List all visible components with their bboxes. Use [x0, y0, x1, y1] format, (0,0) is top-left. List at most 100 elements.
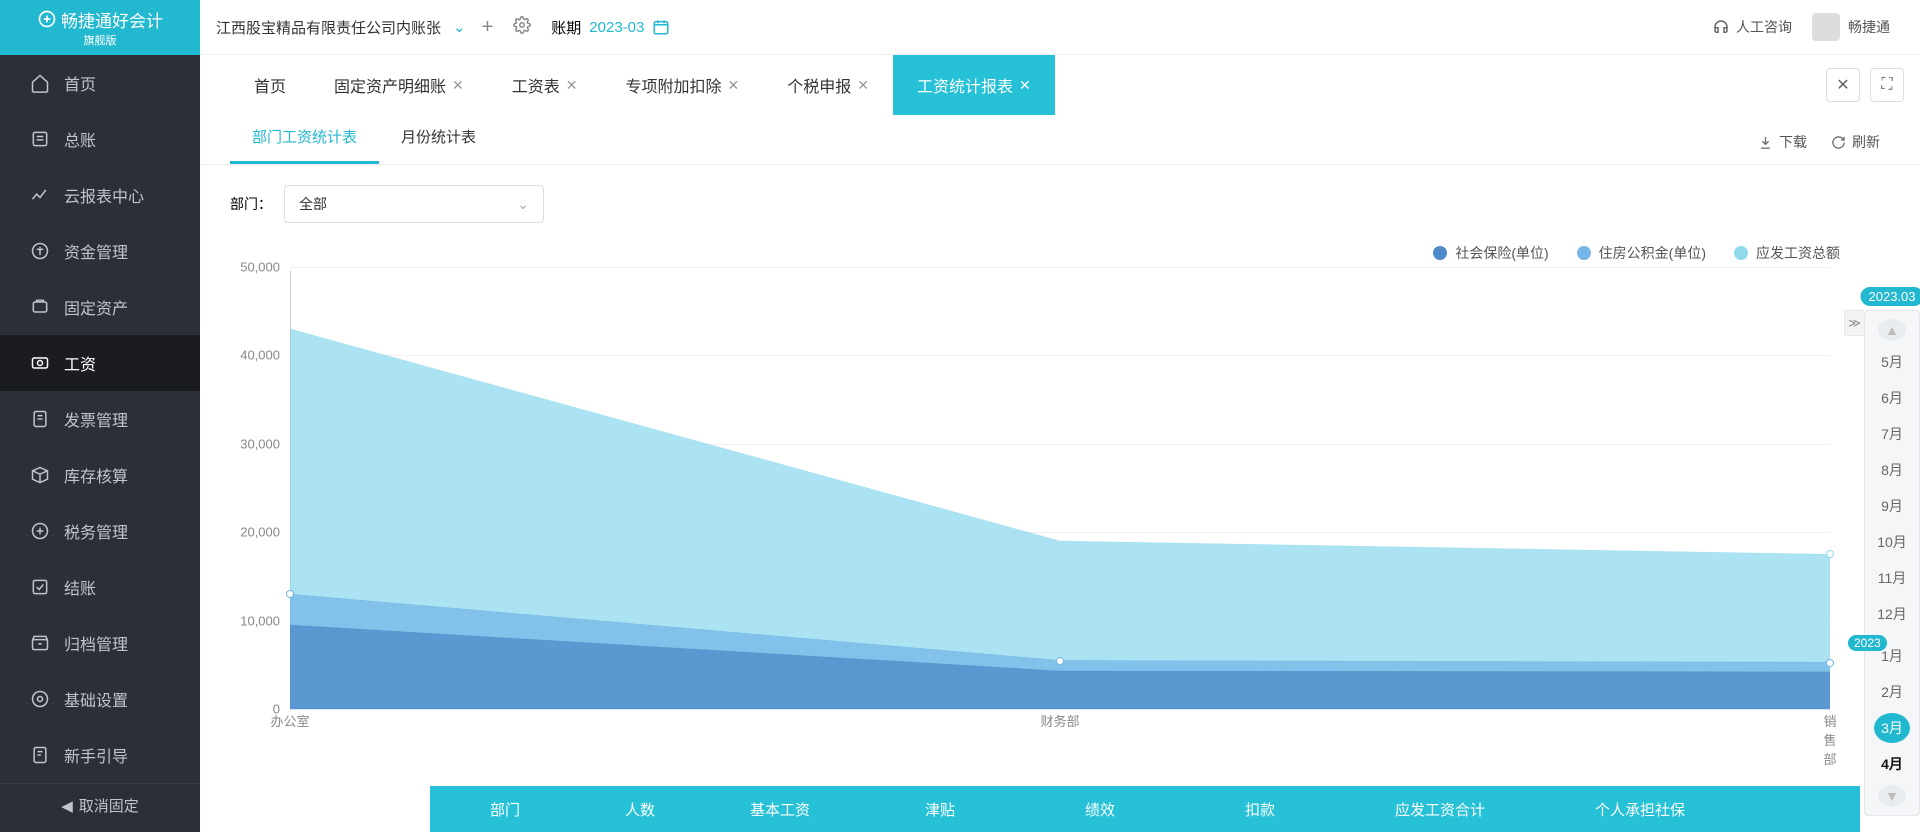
y-tick-label: 10,000 [240, 613, 280, 628]
period-label: 账期 [551, 17, 581, 38]
close-icon[interactable]: ✕ [452, 77, 464, 94]
sidebar-item-closing[interactable]: 结账 [0, 559, 200, 615]
close-icon[interactable]: ✕ [857, 77, 869, 94]
sidebar-item-reports[interactable]: 云报表中心 [0, 167, 200, 223]
sidebar-item-home[interactable]: 首页 [0, 55, 200, 111]
table-header-cell: 个人承担社保 [1540, 799, 1740, 820]
data-point[interactable] [286, 590, 294, 598]
company-name: 江西股宝精品有限责任公司内账张 [216, 17, 441, 38]
sidebar-item-invoice[interactable]: 发票管理 [0, 391, 200, 447]
sidebar-item-assets[interactable]: 固定资产 [0, 279, 200, 335]
subtab-0[interactable]: 部门工资统计表 [230, 126, 379, 164]
tab-2[interactable]: 工资表✕ [488, 55, 602, 115]
month-down-arrow[interactable]: ▼ [1878, 785, 1906, 807]
month-item[interactable]: 7月 [1874, 419, 1910, 449]
user-menu[interactable]: 畅捷通 [1812, 13, 1890, 41]
table-header-cell: 绩效 [1020, 799, 1180, 820]
gear-icon[interactable] [513, 16, 531, 39]
month-item[interactable]: 3月 [1874, 713, 1910, 743]
salary-chart: 010,00020,00030,00040,00050,000办公室财务部销售部 [290, 267, 1830, 727]
settings-icon [30, 689, 50, 709]
company-selector[interactable]: 江西股宝精品有限责任公司内账张 ⌄ [200, 17, 482, 38]
y-tick-label: 40,000 [240, 348, 280, 363]
legend-item[interactable]: 社会保险(单位) [1433, 243, 1548, 263]
chevron-down-icon: ⌄ [517, 196, 529, 213]
year-side-tag: 2023 [1848, 635, 1887, 651]
avatar [1812, 13, 1840, 41]
closing-icon [30, 577, 50, 597]
sidebar-unpin[interactable]: ◀取消固定 [0, 783, 200, 827]
month-item[interactable]: 9月 [1874, 491, 1910, 521]
tab-0[interactable]: 首页 [230, 55, 310, 115]
filter-label: 部门： [230, 194, 272, 214]
close-icon[interactable]: ✕ [566, 77, 578, 94]
chevron-down-icon: ⌄ [453, 18, 466, 36]
support-link[interactable]: 人工咨询 [1712, 17, 1792, 37]
period-picker[interactable]: 账期 2023-03 [551, 17, 670, 38]
brand-icon [37, 9, 57, 29]
subtab-1[interactable]: 月份统计表 [379, 126, 498, 164]
tax-icon [30, 521, 50, 541]
reports-icon [30, 185, 50, 205]
sidebar-item-salary[interactable]: 工资 [0, 335, 200, 391]
salary-icon [30, 353, 50, 373]
funds-icon [30, 241, 50, 261]
data-point[interactable] [1056, 657, 1064, 665]
home-icon [30, 73, 50, 93]
y-tick-label: 20,000 [240, 525, 280, 540]
sidebar: 首页总账云报表中心资金管理固定资产工资发票管理库存核算税务管理结账归档管理基础设… [0, 55, 200, 832]
table-header-cell: 部门 [430, 799, 580, 820]
summary-table-header: 部门人数基本工资津贴绩效扣款应发工资合计个人承担社保 [430, 786, 1860, 832]
sidebar-item-archive[interactable]: 归档管理 [0, 615, 200, 671]
sub-tabs: 部门工资统计表月份统计表 下载 刷新 [200, 115, 1920, 165]
sidebar-item-guide[interactable]: 新手引导 [0, 727, 200, 783]
invoice-icon [30, 409, 50, 429]
fullscreen-button[interactable]: ⛶ [1870, 68, 1904, 102]
close-icon[interactable]: ✕ [728, 77, 740, 94]
download-button[interactable]: 下载 [1758, 132, 1807, 152]
filter-row: 部门： 全部 ⌄ [200, 165, 1920, 233]
tab-4[interactable]: 个税申报✕ [763, 55, 893, 115]
refresh-button[interactable]: 刷新 [1831, 132, 1880, 152]
close-tabs-button[interactable]: ✕ [1826, 68, 1860, 102]
calendar-icon [652, 18, 670, 36]
inventory-icon [30, 465, 50, 485]
assets-icon [30, 297, 50, 317]
tab-1[interactable]: 固定资产明细账✕ [310, 55, 488, 115]
brand-edition: 旗舰版 [84, 32, 117, 48]
sidebar-item-ledger[interactable]: 总账 [0, 111, 200, 167]
month-item[interactable]: 2月 [1874, 677, 1910, 707]
month-strip-toggle[interactable]: ≫ [1844, 310, 1864, 336]
chart-legend: 社会保险(单位) 住房公积金(单位) 应发工资总额 [230, 243, 1880, 263]
table-header-cell: 基本工资 [700, 799, 860, 820]
month-up-arrow[interactable]: ▲ [1878, 319, 1906, 341]
sidebar-item-settings[interactable]: 基础设置 [0, 671, 200, 727]
sidebar-item-funds[interactable]: 资金管理 [0, 223, 200, 279]
y-tick-label: 50,000 [240, 260, 280, 275]
department-select[interactable]: 全部 ⌄ [284, 185, 544, 223]
sidebar-item-inventory[interactable]: 库存核算 [0, 447, 200, 503]
month-item[interactable]: 8月 [1874, 455, 1910, 485]
month-item[interactable]: 6月 [1874, 383, 1910, 413]
month-item[interactable]: 12月 [1874, 599, 1910, 629]
plus-icon[interactable]: + [482, 16, 494, 39]
month-item[interactable]: 10月 [1874, 527, 1910, 557]
data-point[interactable] [1826, 659, 1834, 667]
legend-item[interactable]: 住房公积金(单位) [1577, 243, 1706, 263]
tab-3[interactable]: 专项附加扣除✕ [602, 55, 764, 115]
page-tabs: 首页固定资产明细账✕工资表✕专项附加扣除✕个税申报✕工资统计报表✕ ✕ ⛶ [200, 55, 1920, 115]
legend-item[interactable]: 应发工资总额 [1734, 243, 1840, 263]
brand-logo: 畅捷通好会计 旗舰版 [0, 0, 200, 55]
close-icon[interactable]: ✕ [1019, 77, 1031, 94]
tab-5[interactable]: 工资统计报表✕ [893, 55, 1055, 115]
month-item[interactable]: 5月 [1874, 347, 1910, 377]
data-point[interactable] [1826, 550, 1834, 558]
month-item[interactable]: 11月 [1874, 563, 1910, 593]
month-item[interactable]: 4月 [1874, 749, 1910, 779]
month-strip: 2023.03 ▲ 5月6月7月8月9月10月11月12月20231月2月3月4… [1864, 310, 1920, 816]
sidebar-item-tax[interactable]: 税务管理 [0, 503, 200, 559]
legend-dot [1734, 246, 1748, 260]
archive-icon [30, 633, 50, 653]
table-header-cell: 应发工资合计 [1340, 799, 1540, 820]
guide-icon [30, 745, 50, 765]
